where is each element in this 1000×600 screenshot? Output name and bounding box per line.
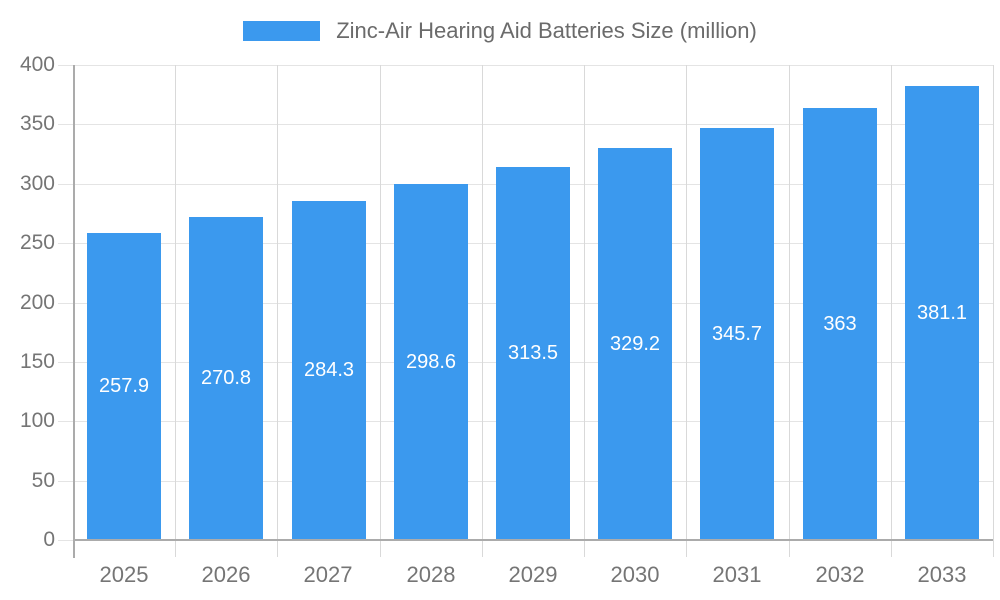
- y-axis-tick-label: 200: [19, 291, 55, 314]
- bar-value-label: 270.8: [200, 367, 252, 389]
- y-axis-tick-label: 300: [19, 172, 55, 195]
- bar: [905, 86, 979, 539]
- category-gridline: [277, 65, 278, 557]
- y-gridline: [58, 124, 993, 125]
- bar-value-label: 345.7: [711, 323, 763, 345]
- x-axis-tick-label: 2026: [201, 562, 251, 587]
- y-axis-tick-label: 150: [19, 350, 55, 373]
- legend-swatch: [243, 21, 321, 41]
- category-gridline: [993, 65, 994, 557]
- category-gridline: [175, 65, 176, 557]
- y-axis-tick-label: 100: [19, 409, 55, 432]
- bar: [496, 167, 570, 539]
- x-axis-line: [73, 539, 993, 541]
- bar: [598, 148, 672, 539]
- bar-value-label: 284.3: [303, 359, 355, 381]
- bar-value-label: 381.1: [916, 302, 968, 324]
- bar-value-label: 329.2: [609, 333, 661, 355]
- y-axis-tick-label: 400: [19, 53, 55, 76]
- y-axis-line: [73, 65, 75, 558]
- bar-value-label: 257.9: [98, 375, 150, 397]
- y-axis-tick-label: 50: [31, 469, 55, 492]
- chart-title: Zinc-Air Hearing Aid Batteries Size (mil…: [336, 18, 757, 43]
- category-gridline: [891, 65, 892, 557]
- bar-value-label: 313.5: [507, 342, 559, 364]
- bar: [292, 201, 366, 539]
- y-tick: [58, 540, 73, 541]
- bar: [700, 128, 774, 539]
- bar: [189, 217, 263, 539]
- y-axis-tick-label: 350: [19, 112, 55, 135]
- category-gridline: [686, 65, 687, 557]
- category-gridline: [584, 65, 585, 557]
- category-gridline: [789, 65, 790, 557]
- x-axis-tick-label: 2032: [815, 562, 865, 587]
- x-axis-tick-label: 2033: [917, 562, 967, 587]
- bar: [803, 108, 877, 539]
- y-axis-tick-label: 0: [43, 528, 55, 551]
- x-axis-tick-label: 2029: [508, 562, 558, 587]
- x-axis-tick-label: 2025: [99, 562, 149, 587]
- bar-value-label: 363: [823, 313, 857, 335]
- x-axis-tick-label: 2030: [610, 562, 660, 587]
- legend-item[interactable]: Zinc-Air Hearing Aid Batteries Size (mil…: [0, 18, 1000, 44]
- category-gridline: [482, 65, 483, 557]
- y-axis-tick-label: 250: [19, 231, 55, 254]
- y-gridline: [58, 65, 993, 66]
- bar-value-label: 298.6: [405, 351, 457, 373]
- x-axis-tick-label: 2028: [406, 562, 456, 587]
- category-gridline: [380, 65, 381, 557]
- x-axis-tick-label: 2031: [712, 562, 762, 587]
- x-axis-tick-label: 2027: [303, 562, 353, 587]
- bar: [394, 184, 468, 539]
- bar: [87, 233, 161, 539]
